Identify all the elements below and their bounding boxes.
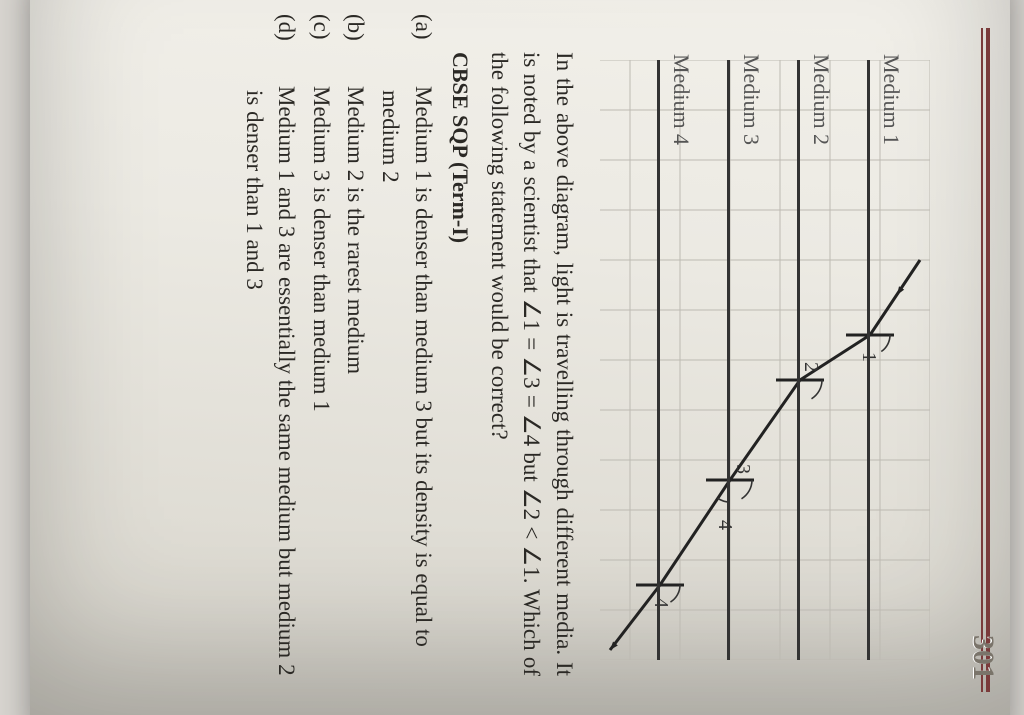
scanned-page: 301 Medium 1 Medium 2 Medium 3 Medium 4 1 2 3 4… [30,0,1010,715]
angle-label: 2 [799,362,822,372]
medium-boundary [797,60,800,660]
angle-label: 4 [649,598,672,608]
medium-boundary [727,60,730,660]
medium-label: Medium 3 [738,54,764,145]
angle-label: 4 [713,520,736,530]
option-b: (b)Medium 2 is the rarest medium [339,52,372,676]
option-c: (c)Medium 3 is denser than medium 1 [304,52,337,676]
options-list: (a)Medium 1 is denser than medium 3 but … [237,52,439,676]
question-block: In the above diagram, light is travellin… [235,52,580,676]
medium-label: Medium 1 [878,54,904,145]
figure-ray [600,60,930,660]
refraction-diagram: Medium 1Medium 2Medium 3Medium 412344 [600,60,930,660]
medium-label: Medium 4 [668,54,694,145]
angle-label: 3 [731,464,754,474]
option-d: (d)Medium 1 and 3 are essentially the sa… [237,52,302,676]
header-rule [981,28,990,692]
angle-label: 1 [857,352,880,362]
question-text: In the above diagram, light is travellin… [482,52,580,676]
medium-boundary [657,60,660,660]
question-source: CBSE SQP (Term-I) [445,52,476,676]
medium-label: Medium 2 [808,54,834,145]
page-number: 301 [966,635,1000,680]
option-a: (a)Medium 1 is denser than medium 3 but … [373,52,438,676]
